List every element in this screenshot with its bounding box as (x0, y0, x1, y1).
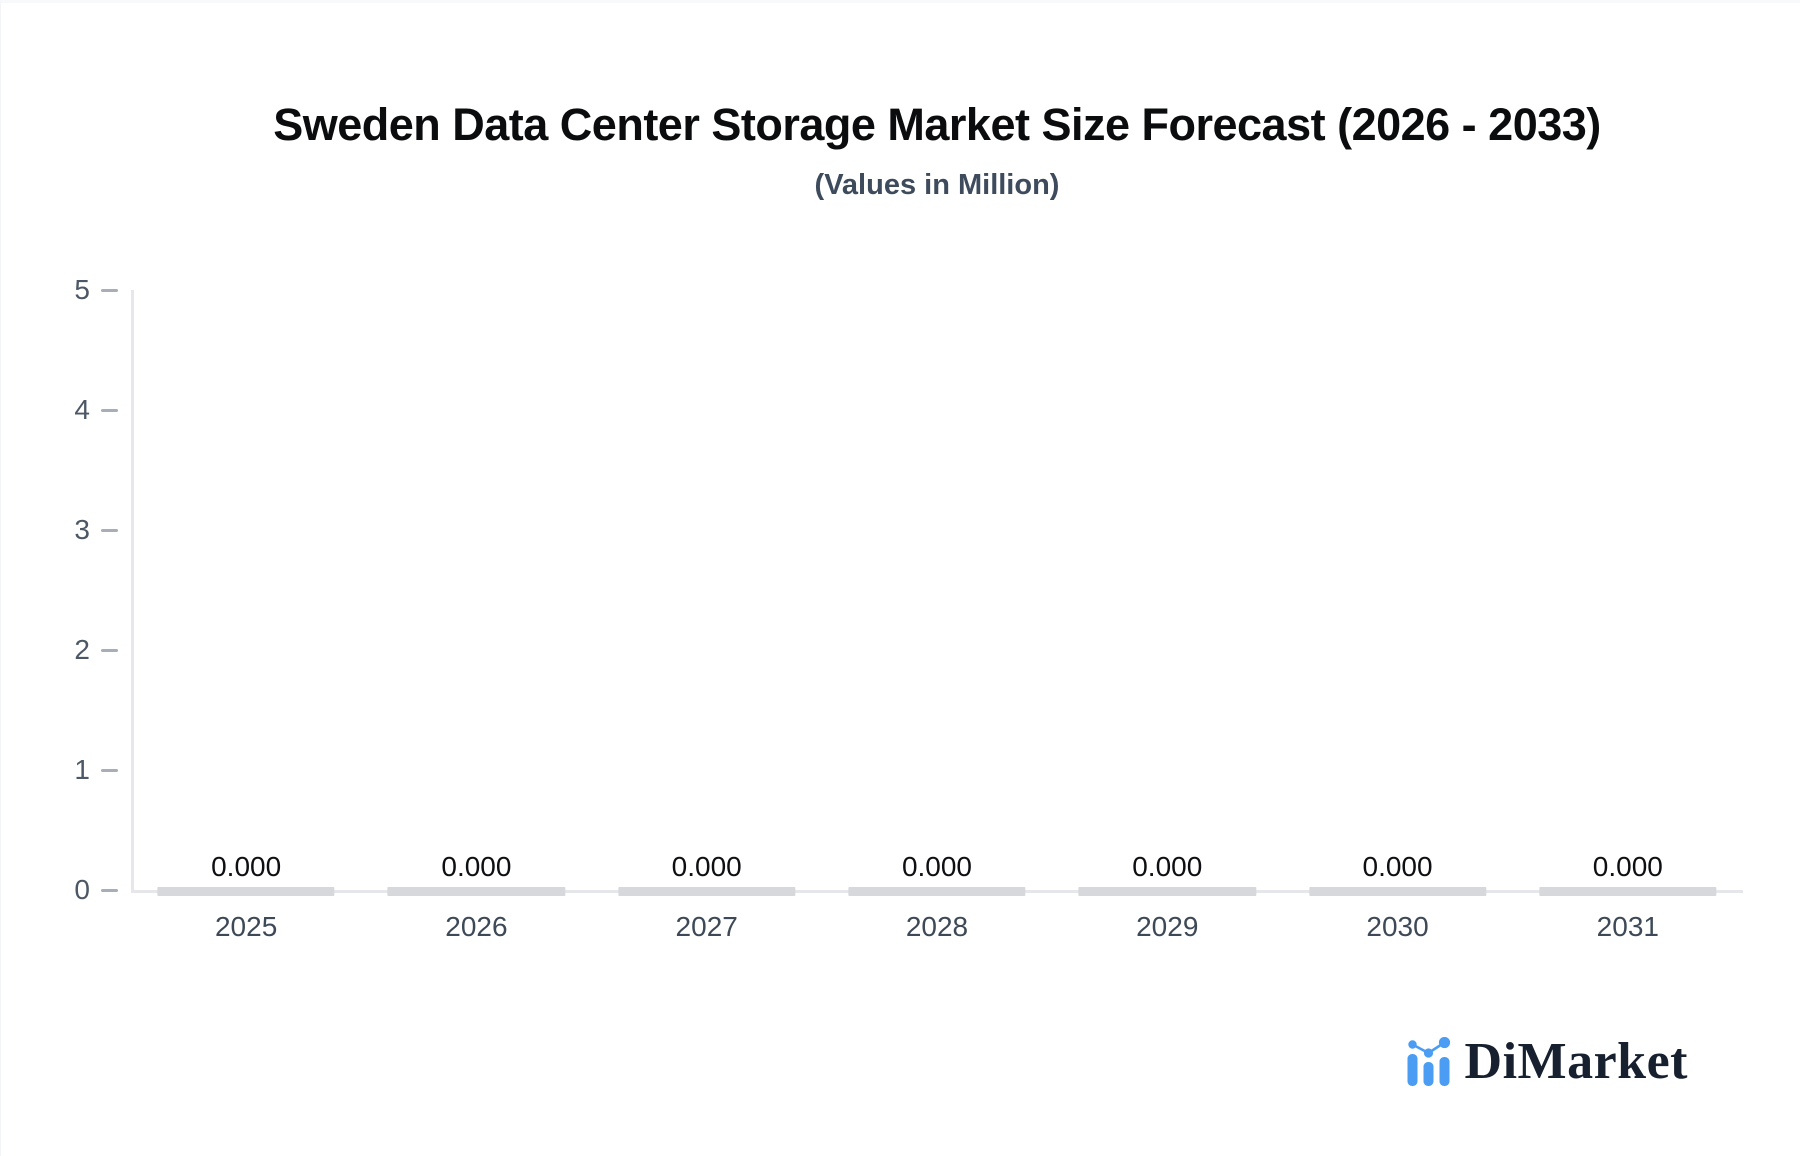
y-tick-label: 1 (74, 754, 90, 785)
bar-value-label: 0.000 (211, 851, 282, 882)
y-tick: 3 (56, 514, 118, 546)
category-band: 0.000 2027 (592, 290, 822, 942)
x-axis-label: 2029 (1136, 911, 1199, 942)
x-axis-label: 2031 (1596, 911, 1659, 942)
plot-area: 0 1 2 3 4 5 0.000 2025 0.000 2026 0.000 2027 0.000 2… (74, 274, 1743, 942)
x-axis-label: 2028 (905, 911, 969, 942)
x-axis-label: 2026 (445, 911, 508, 942)
y-tick: 0 (56, 874, 118, 906)
y-tick-label: 4 (74, 394, 90, 425)
bar (157, 887, 335, 896)
category-band: 0.000 2030 (1282, 290, 1512, 942)
brand-logo: DiMarket (1406, 1036, 1688, 1088)
chart-subtitle: (Values in Million) (814, 169, 1060, 201)
chart-title: Sweden Data Center Storage Market Size F… (273, 99, 1601, 150)
y-tick-label: 5 (74, 274, 90, 305)
bar-value-label: 0.000 (441, 851, 512, 882)
category-band: 0.000 2028 (822, 290, 1052, 942)
y-tick-mark (101, 528, 118, 532)
bar-value-label: 0.000 (1592, 851, 1663, 882)
bar (1539, 887, 1717, 896)
y-tick: 4 (56, 394, 118, 426)
y-axis-line (131, 290, 134, 893)
bar-value-label: 0.000 (901, 851, 973, 882)
y-tick-mark (101, 408, 118, 412)
chart-header: Sweden Data Center Storage Market Size F… (131, 99, 1743, 202)
bar-value-label: 0.000 (1362, 851, 1433, 882)
bar (618, 887, 796, 896)
category-band: 0.000 2029 (1052, 290, 1282, 942)
y-tick-label: 0 (74, 874, 90, 905)
y-tick-mark (101, 288, 118, 292)
bar-series: 0.000 2025 0.000 2026 0.000 2027 0.000 2028 0.00… (131, 290, 1743, 942)
bar (1078, 887, 1256, 896)
brand-logo-text: DiMarket (1464, 1033, 1688, 1090)
category-band: 0.000 2025 (131, 290, 361, 942)
x-axis-label: 2027 (675, 911, 738, 942)
bar (848, 887, 1026, 896)
y-tick-mark (101, 648, 118, 652)
bar-line-chart-icon (1407, 1037, 1450, 1086)
bar-value-label: 0.000 (1132, 851, 1203, 882)
y-tick-label: 2 (74, 634, 90, 665)
y-tick: 2 (56, 634, 118, 666)
bar-value-label: 0.000 (671, 851, 742, 882)
y-tick: 1 (56, 754, 118, 786)
category-band: 0.000 2031 (1513, 290, 1743, 942)
y-tick-mark (101, 768, 118, 772)
x-axis-label: 2025 (214, 911, 278, 942)
y-tick: 5 (56, 274, 118, 306)
y-tick-mark (101, 888, 118, 892)
bar (1308, 887, 1487, 896)
x-axis-label: 2030 (1366, 911, 1429, 942)
y-tick-label: 3 (74, 514, 90, 545)
bar (387, 887, 566, 896)
category-band: 0.000 2026 (361, 290, 591, 942)
